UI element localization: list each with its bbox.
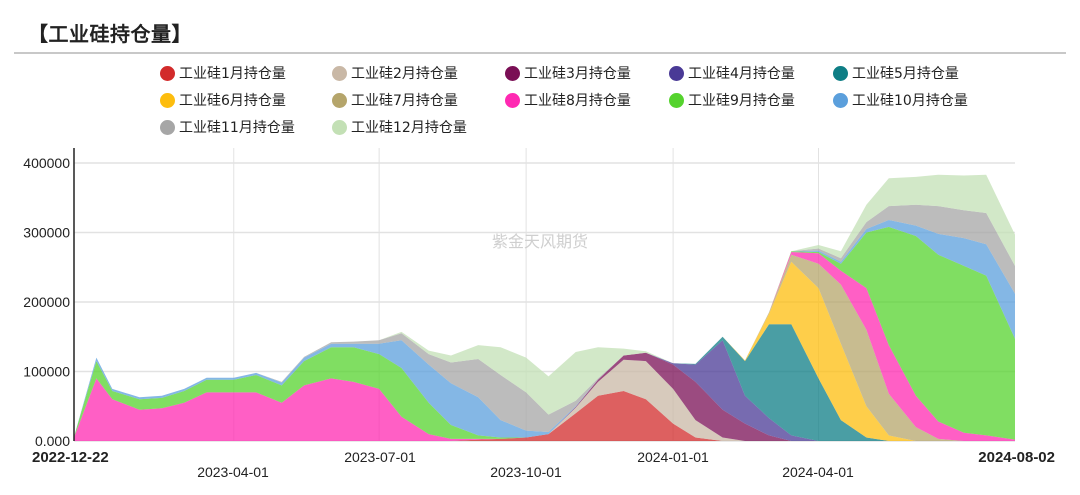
legend-swatch-icon <box>160 119 175 135</box>
legend-label: 工业硅2月持仓量 <box>351 66 458 82</box>
y-tick-label: 100000 <box>23 364 70 380</box>
series-areas <box>74 174 1015 441</box>
legend-swatch-icon <box>332 92 347 108</box>
legend-item[interactable]: 工业硅4月持仓量 <box>669 63 795 83</box>
legend-item[interactable]: 工业硅1月持仓量 <box>160 63 286 83</box>
watermark: 紫金天风期货 <box>492 232 588 251</box>
legend-item[interactable]: 工业硅2月持仓量 <box>332 63 458 83</box>
legend-swatch-icon <box>160 65 175 81</box>
legend-label: 工业硅9月持仓量 <box>688 93 795 109</box>
legend-label: 工业硅12月持仓量 <box>351 120 467 136</box>
legend-label: 工业硅3月持仓量 <box>524 66 631 82</box>
legend-item[interactable]: 工业硅3月持仓量 <box>505 63 631 83</box>
area-series-9 <box>74 226 1015 440</box>
x-tick-label: 2024-04-01 <box>782 464 854 480</box>
legend-label: 工业硅10月持仓量 <box>852 93 968 109</box>
x-tick-label: 2023-10-01 <box>490 464 562 480</box>
y-tick-label: 0.000 <box>35 433 70 449</box>
legend-swatch-icon <box>833 92 848 108</box>
legend-item[interactable]: 工业硅7月持仓量 <box>332 90 458 110</box>
legend-item[interactable]: 工业硅5月持仓量 <box>833 63 959 83</box>
legend-label: 工业硅11月持仓量 <box>179 120 295 136</box>
area-series-6 <box>74 261 1015 441</box>
legend-label: 工业硅7月持仓量 <box>351 93 458 109</box>
x-tick-label: 2023-04-01 <box>197 464 269 480</box>
y-tick-label: 200000 <box>23 294 70 310</box>
x-tick-label: 2024-08-02 <box>978 449 1055 466</box>
legend-label: 工业硅1月持仓量 <box>179 66 286 82</box>
legend-item[interactable]: 工业硅9月持仓量 <box>669 90 795 110</box>
x-tick-label: 2023-07-01 <box>344 449 416 465</box>
area-series-12 <box>74 174 1015 437</box>
y-tick-label: 400000 <box>23 155 70 171</box>
title-divider <box>14 52 1066 54</box>
legend-swatch-icon <box>669 65 684 81</box>
legend-item[interactable]: 工业硅11月持仓量 <box>160 117 295 137</box>
legend-swatch-icon <box>332 65 347 81</box>
y-tick-label: 300000 <box>23 225 70 241</box>
legend-swatch-icon <box>160 92 175 108</box>
legend-item[interactable]: 工业硅10月持仓量 <box>833 90 968 110</box>
legend-swatch-icon <box>332 119 347 135</box>
legend-item[interactable]: 工业硅8月持仓量 <box>505 90 631 110</box>
x-axis-ticks: 2022-12-22 2023-04-01 2023-07-01 2023-10-01… <box>32 449 1055 480</box>
x-tick-label: 2024-01-01 <box>637 449 709 465</box>
legend-label: 工业硅8月持仓量 <box>524 93 631 109</box>
legend-swatch-icon <box>669 92 684 108</box>
legend-item[interactable]: 工业硅6月持仓量 <box>160 90 286 110</box>
legend-label: 工业硅5月持仓量 <box>852 66 959 82</box>
x-tick-label: 2022-12-22 <box>32 449 109 466</box>
legend-item[interactable]: 工业硅12月持仓量 <box>332 117 467 137</box>
legend-label: 工业硅6月持仓量 <box>179 93 286 109</box>
area-series-5 <box>74 324 1015 441</box>
area-series-8 <box>74 252 1015 441</box>
legend-swatch-icon <box>505 92 520 108</box>
y-axis-ticks: 0.000 100000 200000 300000 400000 <box>23 155 70 449</box>
legend-swatch-icon <box>505 65 520 81</box>
legend-swatch-icon <box>833 65 848 81</box>
chart-title: 【工业硅持仓量】 <box>28 22 192 46</box>
legend-label: 工业硅4月持仓量 <box>688 66 795 82</box>
